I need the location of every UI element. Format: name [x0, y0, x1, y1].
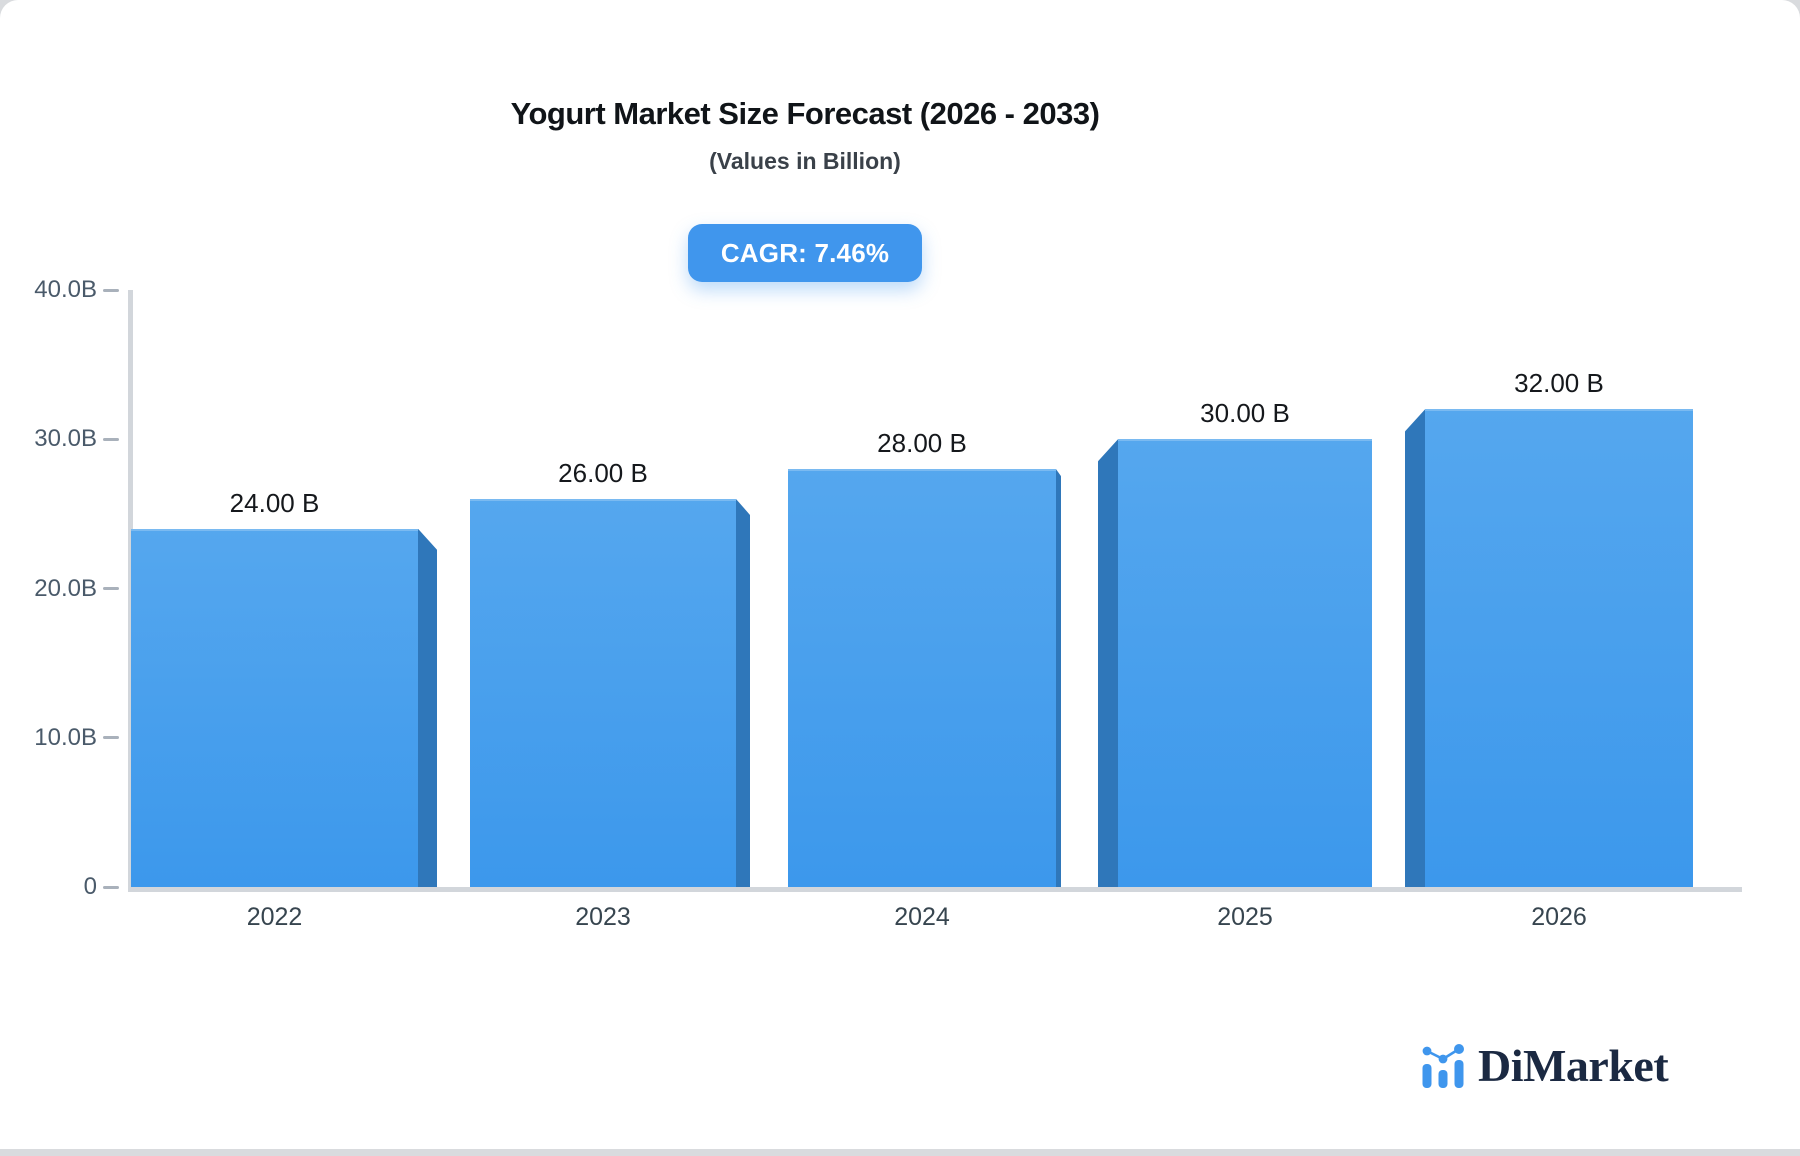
y-tick-label: 30.0B	[34, 425, 97, 453]
chart-subtitle: (Values in Billion)	[709, 148, 901, 174]
bar-value-label-2026: 32.00 B	[1514, 368, 1604, 399]
y-tick-label: 10.0B	[34, 723, 97, 751]
chart-title: Yogurt Market Size Forecast (2026 - 2033…	[510, 96, 1100, 131]
bar-3d-side-2022	[418, 528, 437, 887]
y-tick-mark	[103, 736, 119, 740]
y-tick-mark	[103, 437, 119, 441]
bar-2024[interactable]	[788, 469, 1056, 887]
bar-2025[interactable]	[1118, 439, 1372, 887]
bar-chart-logo-icon	[1422, 1044, 1464, 1088]
x-tick-label-2023: 2023	[575, 903, 631, 931]
y-tick-mark	[103, 885, 119, 889]
y-axis-line	[128, 290, 133, 891]
bar-2026[interactable]	[1425, 409, 1693, 887]
bar-3d-side-2026	[1405, 409, 1425, 887]
x-tick-label-2024: 2024	[894, 903, 950, 931]
bar-2022[interactable]	[131, 528, 418, 887]
cagr-badge-label: CAGR: 7.46%	[720, 237, 890, 268]
bar-value-label-2024: 28.00 B	[877, 428, 967, 459]
x-tick-label-2025: 2025	[1217, 903, 1273, 931]
x-tick-label-2022: 2022	[246, 903, 303, 931]
bar-3d-side-2025	[1098, 439, 1118, 887]
y-tick-label: 20.0B	[34, 574, 97, 602]
y-tick-label: 0	[83, 873, 97, 900]
bar-value-label-2025: 30.00 B	[1200, 398, 1290, 429]
y-tick-mark	[103, 587, 119, 590]
x-axis-line	[128, 887, 1742, 892]
cagr-badge: CAGR: 7.46%	[688, 224, 922, 282]
brand-logo: DiMarket	[1420, 1040, 1669, 1092]
brand-logo-text: DiMarket	[1478, 1040, 1669, 1091]
y-tick-label: 40.0B	[34, 276, 97, 303]
bar-3d-side-2023	[736, 498, 750, 887]
x-tick-label-2026: 2026	[1531, 903, 1587, 931]
bar-3d-side-2024	[1056, 469, 1061, 887]
bar-value-label-2023: 26.00 B	[558, 457, 648, 488]
bar-value-label-2022: 24.00 B	[229, 487, 320, 518]
bar-2023[interactable]	[470, 498, 736, 887]
y-tick-mark	[103, 288, 119, 292]
